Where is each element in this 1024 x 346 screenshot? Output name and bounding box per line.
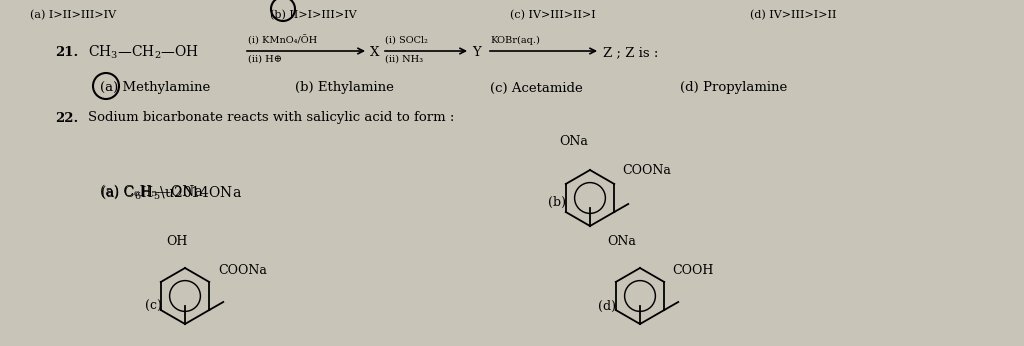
Text: (b): (b) (548, 195, 566, 209)
Text: (d) IV>III>I>II: (d) IV>III>I>II (750, 10, 837, 20)
Text: (i) KMnO₄/ŌH: (i) KMnO₄/ŌH (248, 35, 317, 45)
Text: Y: Y (472, 46, 480, 60)
Text: COOH: COOH (672, 264, 714, 276)
Text: (a) I>II>III>IV: (a) I>II>III>IV (30, 10, 116, 20)
Text: (b) Ethylamine: (b) Ethylamine (295, 82, 394, 94)
Text: (a) C₆H₅—ONa: (a) C₆H₅—ONa (100, 185, 203, 199)
Text: X: X (370, 46, 379, 60)
Text: KOBr(aq.): KOBr(aq.) (490, 35, 540, 45)
Text: (ii) H⊕: (ii) H⊕ (248, 55, 282, 64)
Text: $\mathregular{CH_3}$—$\mathregular{CH_2}$—OH: $\mathregular{CH_3}$—$\mathregular{CH_2}… (88, 43, 200, 61)
Text: (c) IV>III>II>I: (c) IV>III>II>I (510, 10, 596, 20)
Text: (d) Propylamine: (d) Propylamine (680, 82, 787, 94)
Text: COONa: COONa (622, 164, 671, 176)
Text: Z ; Z is :: Z ; Z is : (603, 46, 658, 60)
Text: 21.: 21. (55, 46, 78, 58)
Text: ONa: ONa (559, 135, 589, 148)
Text: (c): (c) (145, 300, 162, 312)
Text: OH: OH (166, 235, 187, 248)
Text: (ii) NH₃: (ii) NH₃ (385, 55, 423, 64)
Text: (c) Acetamide: (c) Acetamide (490, 82, 583, 94)
Text: (i) SOCl₂: (i) SOCl₂ (385, 36, 428, 45)
Text: Sodium bicarbonate reacts with salicylic acid to form :: Sodium bicarbonate reacts with salicylic… (88, 111, 455, 125)
Text: (a) $\mathregular{C_6H_5}$\u2014ONa: (a) $\mathregular{C_6H_5}$\u2014ONa (100, 183, 242, 201)
Text: (d): (d) (598, 300, 616, 312)
Text: (b) II>I>III>IV: (b) II>I>III>IV (270, 10, 356, 20)
Text: ONa: ONa (607, 235, 637, 248)
Text: 22.: 22. (55, 111, 78, 125)
Text: (a) Methylamine: (a) Methylamine (100, 82, 210, 94)
Text: COONa: COONa (218, 264, 267, 276)
